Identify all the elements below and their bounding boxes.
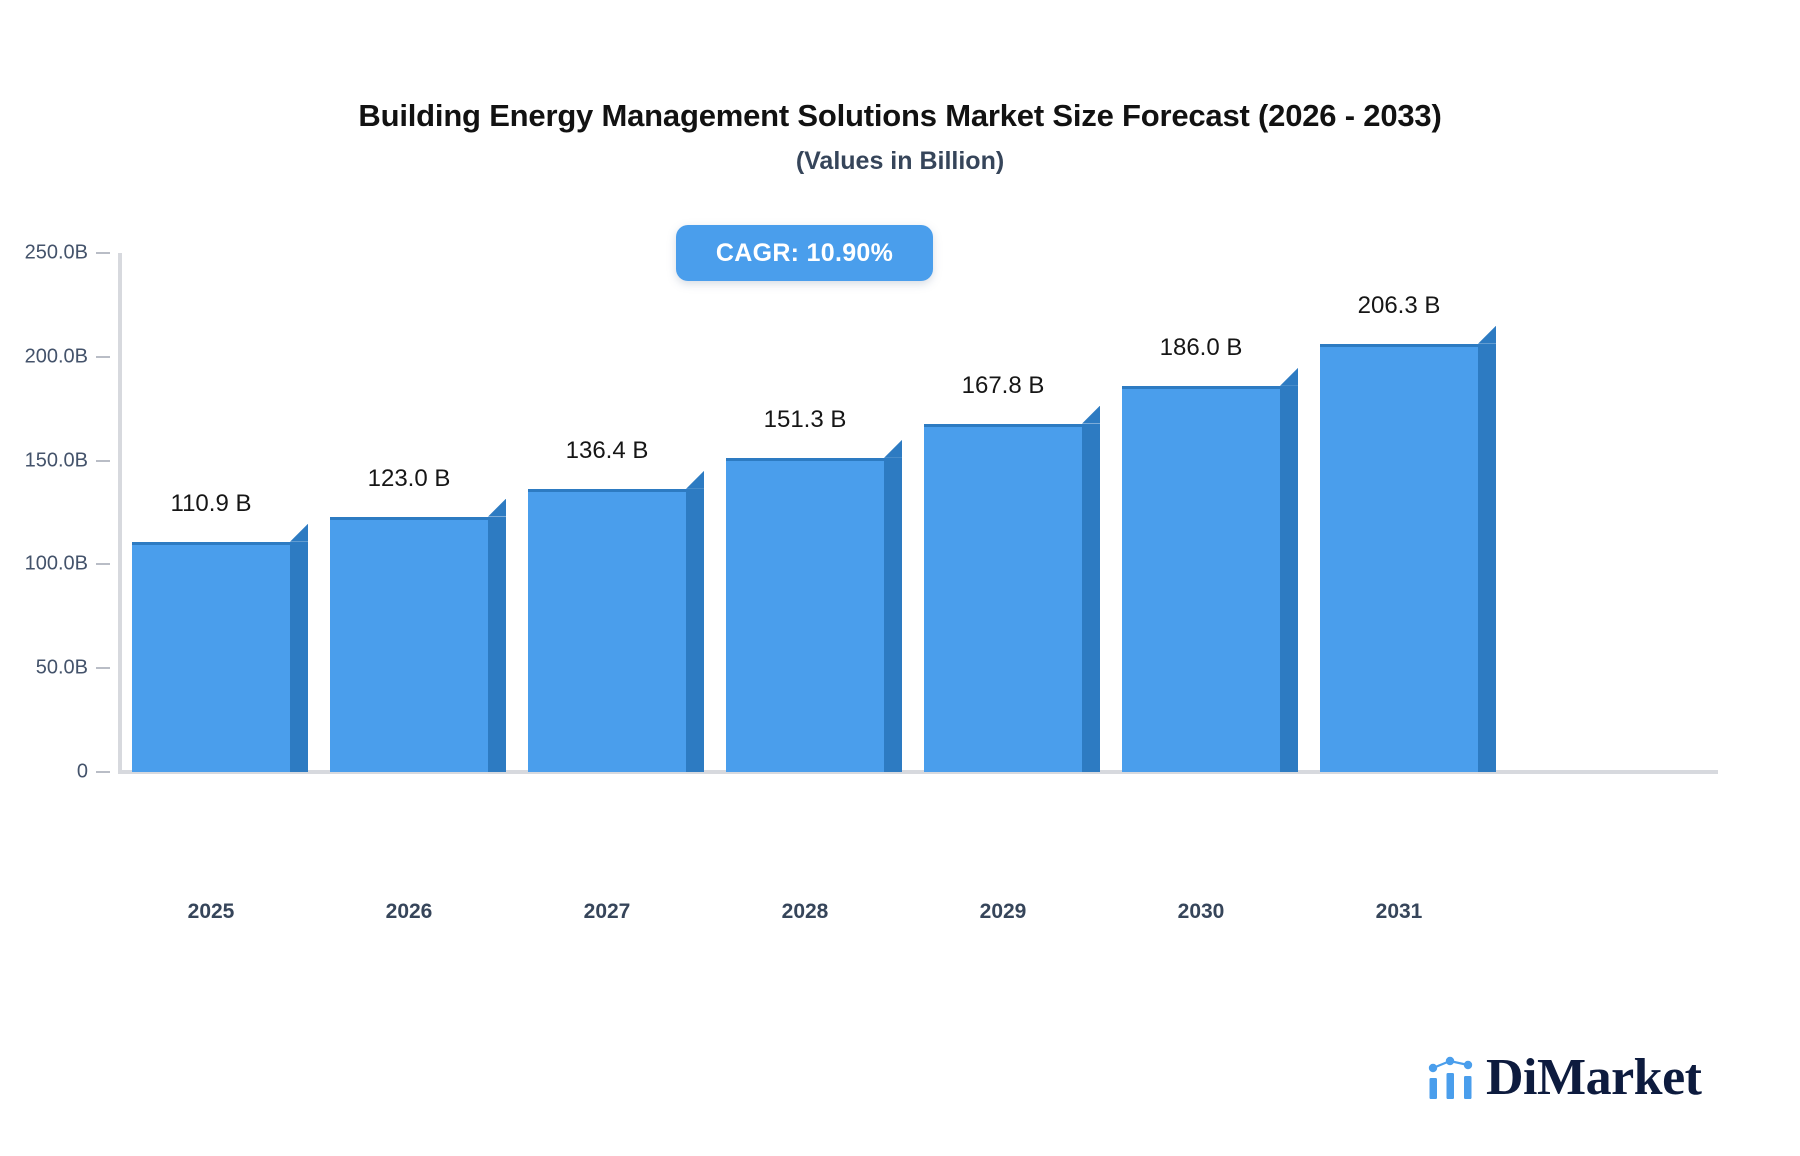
- y-axis-tick-label: 50.0B: [35, 656, 88, 679]
- bar-side-face: [1280, 385, 1298, 772]
- bar-top-face: [488, 498, 506, 517]
- x-axis-tick-label: 2026: [385, 900, 433, 923]
- bar-chart-logo-icon: [1428, 1056, 1473, 1099]
- bar-side-face: [488, 516, 506, 772]
- x-axis-tick-label: 2029: [979, 900, 1027, 923]
- y-axis-tick-label: 200.0B: [24, 345, 88, 368]
- y-axis-tick-mark: [96, 252, 110, 254]
- y-axis-tick-mark: [96, 563, 110, 566]
- cagr-badge-label: CAGR: 10.90%: [715, 238, 894, 267]
- bar-top-face: [1280, 367, 1298, 386]
- bar-top-face: [1478, 325, 1496, 344]
- x-axis-tick-label: 2025: [187, 900, 235, 923]
- bar: [330, 498, 506, 772]
- bar-side-face: [1082, 423, 1100, 772]
- chart-subtitle: (Values in Billion): [795, 147, 1005, 175]
- bar-value-label: 151.3 B: [763, 405, 847, 433]
- y-axis-tick-mark: [96, 771, 110, 773]
- brand-name: DiMarket: [1486, 1049, 1702, 1106]
- bar-front-face: [726, 457, 884, 772]
- bar-side-face: [884, 457, 902, 772]
- bar-top-face: [884, 439, 902, 458]
- bar-front-face: [1122, 385, 1280, 772]
- x-axis-line: [118, 770, 1718, 774]
- bar-value-label: 110.9 B: [170, 489, 252, 517]
- bar-value-label: 123.0 B: [367, 464, 451, 492]
- cagr-badge: CAGR: 10.90%: [676, 225, 933, 281]
- y-axis-line: [118, 253, 122, 772]
- bar-value-label: 136.4 B: [565, 436, 649, 464]
- y-axis-tick-label: 100.0B: [24, 552, 88, 575]
- bar-side-face: [686, 488, 704, 772]
- page-title: Building Energy Management Solutions Mar…: [358, 98, 1442, 133]
- x-axis-tick-label: 2030: [1177, 900, 1225, 923]
- x-axis-tick-label: 2031: [1375, 900, 1423, 923]
- bar-side-face: [290, 541, 308, 772]
- y-axis-tick-label: 150.0B: [24, 449, 88, 472]
- bar-top-face: [290, 523, 308, 542]
- y-axis-tick-mark: [96, 355, 110, 358]
- bar-front-face: [132, 541, 290, 772]
- bar: [726, 439, 902, 772]
- bar: [132, 523, 308, 772]
- bar: [1122, 367, 1298, 772]
- x-axis-tick-label: 2027: [583, 900, 631, 923]
- bar-front-face: [330, 516, 488, 772]
- bar-top-face: [1082, 405, 1100, 424]
- y-axis-tick-label: 0: [76, 760, 88, 783]
- bar-top-face: [686, 470, 704, 489]
- bar: [528, 470, 704, 772]
- bar-front-face: [924, 423, 1082, 772]
- x-axis-tick-label: 2028: [781, 900, 829, 923]
- bar-value-label: 206.3 B: [1357, 291, 1441, 319]
- y-axis-tick-mark: [96, 459, 110, 462]
- y-axis-tick-mark: [96, 667, 110, 670]
- bar-side-face: [1478, 343, 1496, 772]
- bar-front-face: [1320, 343, 1478, 772]
- brand-logo: DiMarket: [1428, 1049, 1702, 1106]
- bar-value-label: 186.0 B: [1159, 333, 1243, 361]
- bar: [1320, 325, 1496, 772]
- bar: [924, 405, 1100, 772]
- bar-value-label: 167.8 B: [961, 371, 1045, 399]
- bar-front-face: [528, 488, 686, 772]
- y-axis-tick-label: 250.0B: [24, 241, 88, 264]
